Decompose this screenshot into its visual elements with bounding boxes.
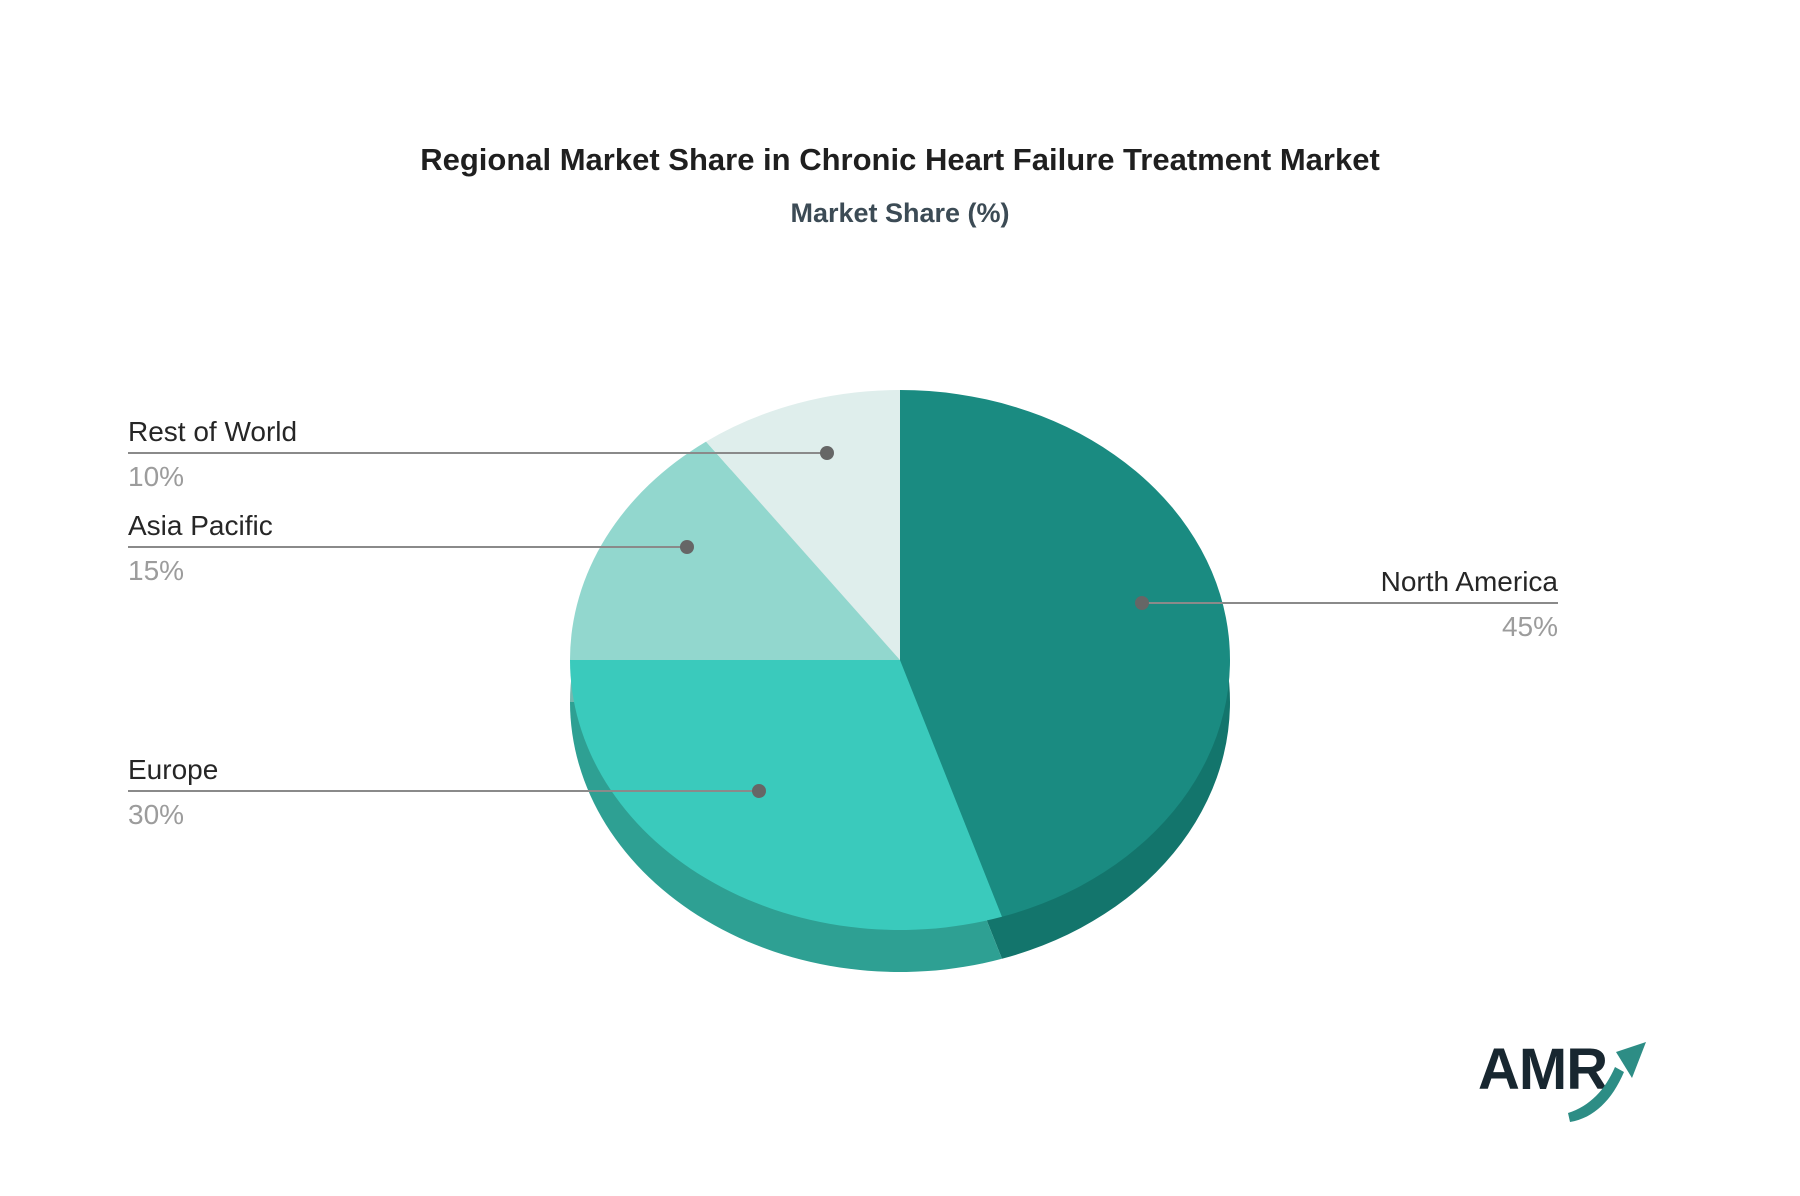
label-rest-of-world: Rest of World bbox=[128, 416, 298, 447]
leader-dot-asia-pacific bbox=[680, 540, 694, 554]
value-rest-of-world: 10% bbox=[128, 461, 185, 492]
leader-dot-rest-of-world bbox=[820, 446, 834, 460]
label-asia-pacific: Asia Pacific bbox=[128, 510, 273, 541]
value-asia-pacific: 15% bbox=[128, 555, 185, 586]
pie-slice-asia-pacific[interactable] bbox=[570, 441, 900, 660]
chart-subtitle: Market Share (%) bbox=[790, 198, 1010, 228]
label-europe: Europe bbox=[128, 754, 219, 785]
value-north-america: 45% bbox=[1501, 611, 1558, 642]
pie-slices-layer bbox=[570, 390, 1230, 930]
leader-lines-layer bbox=[128, 446, 1558, 798]
label-north-america: North America bbox=[1380, 566, 1558, 597]
chart-title: Regional Market Share in Chronic Heart F… bbox=[420, 142, 1380, 177]
leader-dot-north-america bbox=[1135, 596, 1149, 610]
value-europe: 30% bbox=[128, 799, 185, 830]
amr-logo-text: AMR bbox=[1478, 1037, 1608, 1102]
pie-slice-north-america[interactable] bbox=[900, 390, 1230, 917]
leader-dot-europe bbox=[752, 784, 766, 798]
amr-arrow-icon bbox=[1568, 1042, 1646, 1122]
amr-logo: AMR bbox=[1478, 1030, 1688, 1140]
pie-slice-rest-of-world[interactable] bbox=[706, 390, 900, 660]
pie-slice-europe[interactable] bbox=[570, 660, 1002, 930]
